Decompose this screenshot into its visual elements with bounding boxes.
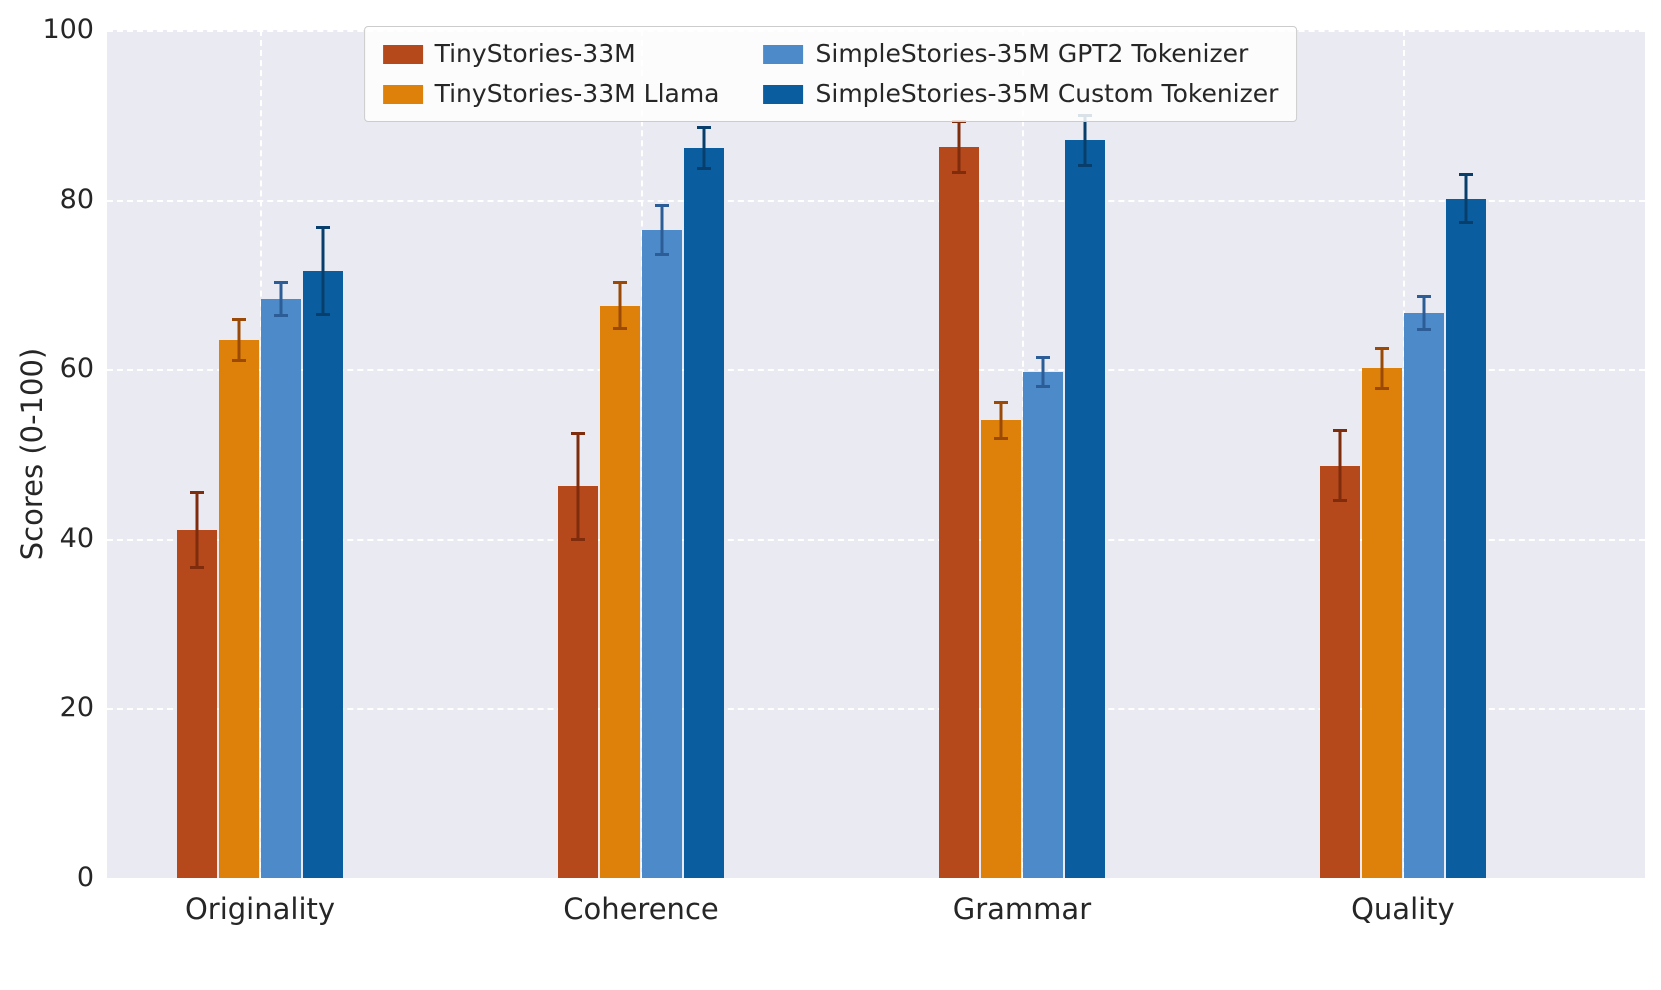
legend-swatch [763,84,804,104]
error-bar-line [279,281,283,317]
error-bar-cap-bottom [1374,386,1389,390]
y-tick-label-20: 20 [59,692,94,724]
error-bar-cap-top [1035,355,1050,359]
error-bar-cap-bottom [696,166,711,170]
y-tick-label-40: 40 [59,522,94,554]
error-bar-cap-top [654,203,669,207]
error-bar-cap-top [570,431,585,435]
error-bar-line [1338,429,1342,503]
error-bar-cap-bottom [274,313,289,317]
bar-group-coherence [557,30,724,878]
error-bar-cap-bottom [1077,163,1092,167]
error-bar-line [660,203,664,257]
legend-label: TinyStories-33M Llama [434,79,720,108]
error-bar-cap-top [190,491,205,495]
bar-group-originality [177,30,344,878]
error-bar-cap-top [1458,173,1473,177]
error-bar-cap-bottom [1416,328,1431,332]
y-tick-label-80: 80 [59,183,94,215]
bar-simplestories-35m-gpt2-tokenizer-grammar [1022,355,1063,878]
error-bar-line [957,119,961,175]
legend-label: SimpleStories-35M Custom Tokenizer [815,79,1279,108]
bar-tinystories-33m-llama-coherence [599,281,640,878]
error-bar-line [1083,113,1087,167]
legend-swatch [382,44,423,64]
legend: TinyStories-33M TinyStories-33M Llama Simp… [363,26,1298,122]
bar-simplestories-35m-custom-tokenizer-grammar [1064,113,1105,878]
error-bar-cap-bottom [951,171,966,175]
bar-tinystories-33m-originality [177,491,218,878]
error-bar-line [618,281,622,331]
legend-swatch [763,44,804,64]
bar-group-quality [1319,30,1486,878]
bar-tinystories-33m-llama-originality [219,318,260,878]
error-bar-line [1422,295,1426,332]
bar-group-grammar [938,30,1105,878]
legend-item-3: SimpleStories-35M Custom Tokenizer [763,79,1279,109]
bar-tinystories-33m-llama-quality [1361,347,1402,878]
error-bar-cap-bottom [1458,221,1473,225]
error-bar-line [576,431,580,541]
error-bar-cap-bottom [232,359,247,363]
legend-swatch [382,84,423,104]
error-bar-cap-bottom [654,253,669,257]
error-bar-cap-bottom [993,436,1008,440]
error-bar-line [195,491,199,570]
error-bar-line [1464,173,1468,225]
bar-simplestories-35m-custom-tokenizer-quality [1445,173,1486,878]
legend-label: SimpleStories-35M GPT2 Tokenizer [815,39,1249,68]
error-bar-cap-bottom [190,566,205,570]
error-bar-line [702,125,706,170]
y-tick-label-100: 100 [42,14,94,45]
bar-simplestories-35m-gpt2-tokenizer-originality [261,281,302,878]
gridline-h-40 [107,538,1645,541]
error-bar-cap-top [1374,347,1389,351]
legend-item-2: SimpleStories-35M GPT2 Tokenizer [763,39,1279,69]
gridline-h-20 [107,708,1645,711]
error-bar-line [999,400,1003,440]
error-bar-cap-top [612,281,627,285]
x-tick-label-quality: Quality [1351,892,1455,926]
error-bar-cap-bottom [570,537,585,541]
error-bar-cap-top [696,125,711,129]
gridline-h-60 [107,369,1645,372]
plot-area [107,30,1645,878]
bar-simplestories-35m-gpt2-tokenizer-coherence [641,203,682,878]
x-tick-label-originality: Originality [184,892,336,926]
error-bar-cap-top [1332,429,1347,433]
error-bar-line [237,318,241,363]
error-bar-cap-bottom [316,312,331,316]
error-bar-line [1041,355,1045,388]
error-bar-cap-top [993,400,1008,404]
y-axis-label-wrap: Scores (0-100) [10,30,54,878]
x-tick-label-coherence: Coherence [563,892,719,926]
bar-simplestories-35m-custom-tokenizer-originality [303,225,344,878]
bar-tinystories-33m-quality [1319,429,1360,878]
legend-label: TinyStories-33M [434,39,636,68]
error-bar-line [321,225,325,316]
y-tick-label-60: 60 [59,353,94,385]
error-bar-line [1380,347,1384,390]
bar-tinystories-33m-llama-grammar [980,400,1021,878]
bar-tinystories-33m-coherence [557,431,598,878]
error-bar-cap-bottom [1035,384,1050,388]
gridline-h-80 [107,199,1645,202]
error-bar-cap-bottom [612,327,627,331]
error-bar-cap-bottom [1332,499,1347,503]
error-bar-cap-top [232,318,247,322]
bar-simplestories-35m-gpt2-tokenizer-quality [1403,295,1444,878]
bar-tinystories-33m-grammar [938,119,979,878]
error-bar-cap-top [274,281,289,285]
legend-item-0: TinyStories-33M [382,39,720,69]
error-bar-cap-top [316,225,331,229]
y-tick-label-0: 0 [76,862,94,893]
error-bar-cap-top [1416,295,1431,299]
legend-item-1: TinyStories-33M Llama [382,79,720,109]
bar-simplestories-35m-custom-tokenizer-coherence [683,125,724,878]
x-tick-label-grammar: Grammar [952,892,1092,926]
